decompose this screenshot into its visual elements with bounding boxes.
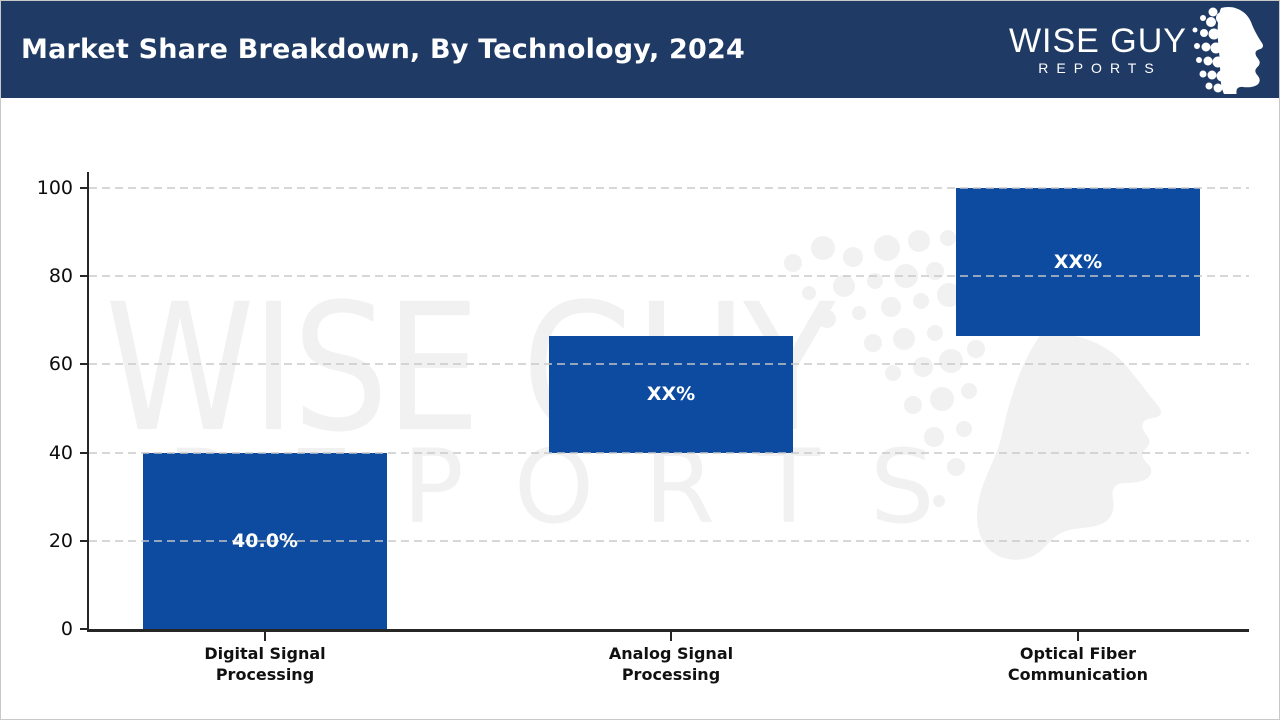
y-tick-label: 80 (48, 265, 73, 288)
category-label: Digital Signal Processing (204, 644, 326, 684)
y-tick-label: 40 (48, 441, 73, 464)
bar-value-label: 40.0% (232, 529, 298, 552)
y-tick-label: 20 (48, 529, 73, 552)
gridline (89, 363, 1249, 366)
plot-area: WISE GUY REPORTS 40.0% XX% XX% 0 20 40 60 80 100… (1, 98, 1279, 719)
y-tick-mark (80, 187, 87, 189)
y-tick-mark (80, 451, 87, 454)
bar (549, 336, 793, 453)
logo-wordmark: WISE GUY (1008, 22, 1187, 60)
x-tick-mark (264, 632, 266, 641)
brand-logo: WISE GUY REPORTS (1009, 6, 1265, 94)
gridline (89, 275, 1249, 278)
y-axis (87, 172, 89, 632)
y-tick-mark (80, 363, 87, 366)
bar-value-label: XX% (646, 383, 696, 406)
y-tick-label: 60 (48, 353, 73, 376)
category-label: Analog Signal Processing (608, 644, 734, 684)
y-tick-label: 0 (60, 618, 73, 640)
y-tick-mark (80, 275, 87, 278)
gridline (89, 187, 1249, 189)
x-tick-mark (1077, 632, 1079, 641)
gridline (89, 539, 1249, 542)
y-tick-label: 100 (36, 177, 73, 199)
x-tick-mark (670, 632, 672, 641)
x-axis (87, 629, 1249, 632)
y-tick-mark (80, 539, 87, 542)
bar (956, 188, 1200, 337)
bar-value-label: XX% (1053, 251, 1103, 274)
y-tick-mark (80, 628, 87, 630)
logo-subtext: REPORTS (1038, 60, 1162, 76)
category-label: Optical Fiber Communication (1007, 644, 1149, 684)
page-title: Market Share Breakdown, By Technology, 2… (21, 34, 746, 65)
header: Market Share Breakdown, By Technology, 2… (1, 1, 1279, 98)
logo-face-icon (1192, 6, 1263, 94)
gridline (89, 451, 1249, 454)
